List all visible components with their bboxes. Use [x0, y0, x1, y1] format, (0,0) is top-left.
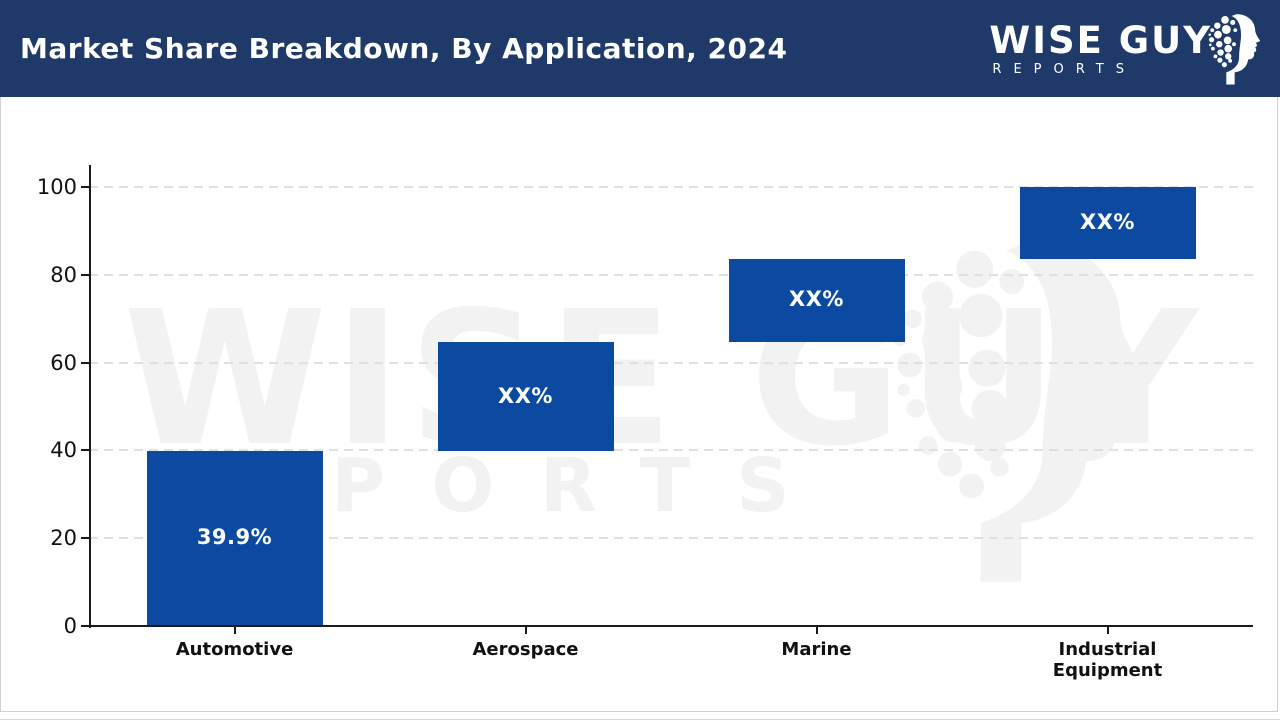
chart-area: WISE GUY PORTS 0 20 40 60 80 100 39.9% Automoti…	[0, 97, 1278, 712]
category-label-marine: Marine	[781, 639, 852, 660]
y-tick-label-80: 80	[50, 262, 77, 287]
y-tick-40	[81, 449, 89, 452]
watermark-face-icon	[894, 241, 1145, 582]
x-tick-marine	[815, 626, 818, 634]
bar-industrial-equipment: XX%	[1019, 187, 1196, 259]
category-label-automotive: Automotive	[175, 639, 294, 660]
wiseguy-logo-text: WISE GUY REPORTS	[989, 22, 1212, 77]
y-tick-label-40: 40	[50, 438, 77, 463]
category-label-industrial-equipment: Industrial Equipment	[1052, 639, 1163, 681]
bar-value-label-aerospace: XX%	[498, 383, 553, 408]
y-axis-spine	[89, 165, 91, 628]
gridline-80	[89, 273, 1253, 276]
gridline-20	[89, 537, 1253, 540]
bar-value-label-marine: XX%	[789, 287, 844, 312]
x-tick-industrial-equipment	[1106, 626, 1109, 634]
page-title: Market Share Breakdown, By Application, …	[20, 32, 788, 65]
bar-automotive: 39.9%	[146, 450, 323, 626]
watermark-text-2: PORTS	[331, 443, 836, 529]
wiseguy-logo: WISE GUY REPORTS	[989, 8, 1266, 88]
category-label-aerospace: Aerospace	[472, 639, 579, 660]
bar-aerospace: XX%	[437, 342, 614, 451]
y-tick-80	[81, 273, 89, 276]
x-tick-automotive	[233, 626, 236, 634]
bar-value-label-industrial-equipment: XX%	[1080, 209, 1135, 234]
y-tick-label-100: 100	[36, 175, 77, 199]
bar-marine: XX%	[728, 258, 905, 343]
logo-subtext: REPORTS	[992, 62, 1137, 77]
logo-wordmark: WISE GUY	[989, 19, 1212, 62]
bar-value-label-automotive: 39.9%	[196, 525, 273, 550]
header-bar: Market Share Breakdown, By Application, …	[0, 0, 1280, 97]
y-tick-label-60: 60	[50, 350, 77, 375]
gridline-60	[89, 361, 1253, 364]
y-tick-0	[81, 625, 89, 627]
y-tick-60	[81, 361, 89, 364]
y-tick-label-20: 20	[50, 526, 77, 551]
y-tick-100	[81, 186, 89, 188]
x-tick-aerospace	[524, 626, 527, 634]
y-tick-label-0: 0	[63, 614, 77, 638]
gridline-40	[89, 449, 1253, 452]
y-tick-20	[81, 537, 89, 540]
wiseguy-face-icon	[1208, 14, 1261, 85]
gridline-100	[89, 186, 1253, 188]
x-axis-line	[89, 625, 1253, 627]
